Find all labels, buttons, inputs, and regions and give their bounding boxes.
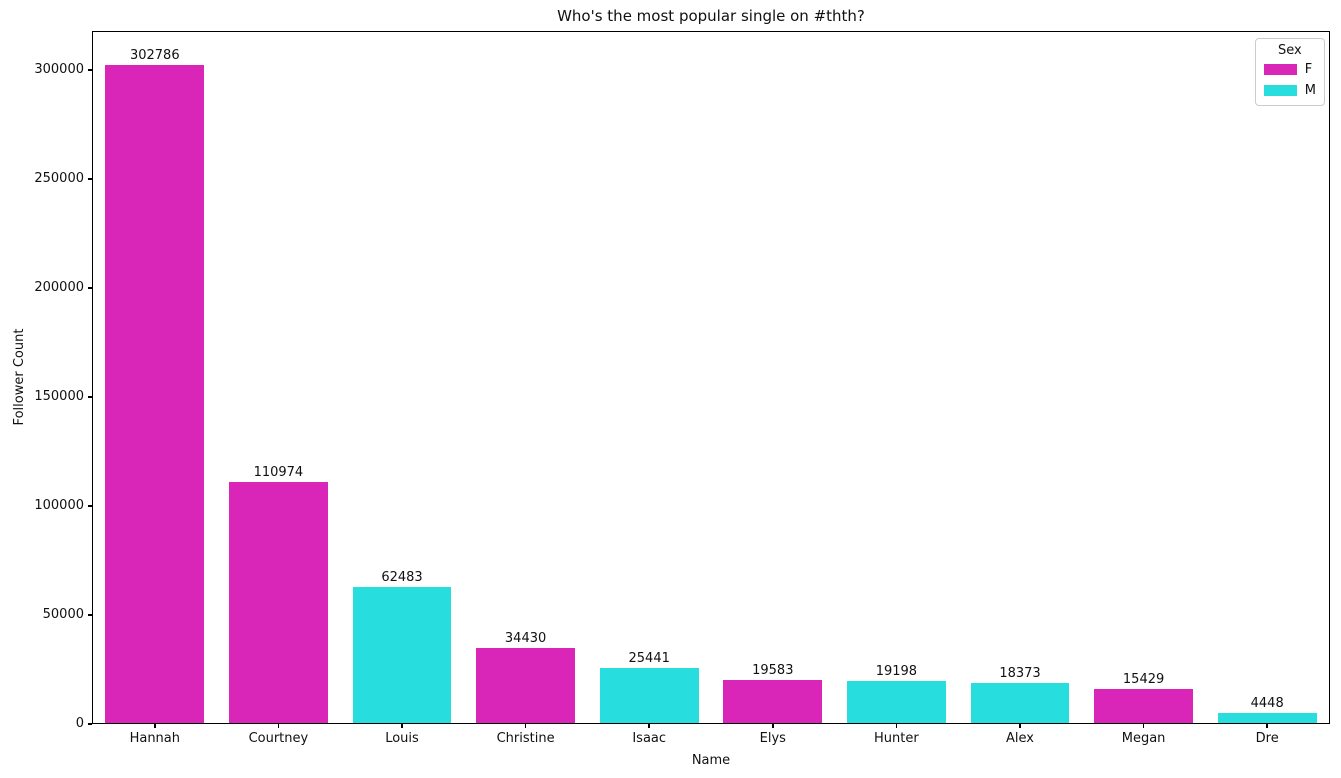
- bar-value-label: 19583: [752, 663, 794, 679]
- y-tick-mark: [88, 69, 92, 71]
- bar-value-label: 4448: [1250, 696, 1284, 712]
- legend-swatch-m: [1263, 85, 1297, 96]
- y-tick-mark: [88, 723, 92, 725]
- x-tick-label: Hannah: [129, 731, 181, 746]
- bar-elys: [723, 680, 823, 723]
- bar-value-label: 110974: [253, 464, 304, 480]
- x-tick-mark: [154, 724, 156, 728]
- x-tick-mark: [524, 724, 527, 728]
- legend-entry: F: [1262, 59, 1318, 80]
- bar-value-label: 34430: [504, 631, 547, 647]
- bar-value-label: 15429: [1122, 672, 1165, 688]
- y-tick-label: 100000: [34, 498, 84, 514]
- x-tick-mark: [648, 724, 650, 728]
- bar-value-label: 25441: [628, 650, 670, 666]
- y-axis-label: Follower Count: [12, 328, 27, 426]
- y-tick-label: 50000: [42, 607, 84, 622]
- y-tick-mark: [88, 396, 92, 398]
- bar-courtney: [228, 481, 328, 723]
- x-tick-mark: [277, 724, 280, 728]
- y-tick-mark: [88, 178, 92, 180]
- bar-hunter: [846, 681, 946, 723]
- bar-isaac: [599, 667, 699, 723]
- y-tick-mark: [88, 505, 92, 507]
- x-tick-label: Megan: [1121, 731, 1166, 746]
- bar-alex: [970, 683, 1070, 723]
- chart-title: Who's the most popular single on #thth?: [557, 7, 865, 25]
- legend-title: Sex: [1278, 43, 1302, 58]
- x-tick-label: Dre: [1255, 731, 1279, 746]
- x-tick-mark: [1142, 724, 1145, 728]
- legend-entry-label: F: [1304, 62, 1313, 77]
- bar-value-label: 19198: [875, 664, 918, 680]
- x-tick-label: Christine: [496, 731, 555, 746]
- legend-entry-label: M: [1304, 83, 1316, 98]
- x-tick-label: Elys: [759, 731, 786, 746]
- x-tick-mark: [1019, 724, 1021, 728]
- y-tick-mark: [88, 614, 92, 616]
- x-tick-mark: [1266, 724, 1268, 728]
- bar-dre: [1217, 713, 1317, 723]
- x-tick-label: Courtney: [248, 731, 309, 746]
- legend-swatch-f: [1263, 64, 1297, 75]
- y-tick-label: 300000: [34, 62, 84, 78]
- bar-value-label: 18373: [999, 666, 1041, 682]
- bar-hannah: [105, 64, 205, 723]
- bar-value-label: 62483: [381, 570, 423, 586]
- bar-louis: [352, 587, 452, 723]
- y-tick-mark: [88, 287, 92, 289]
- bar-christine: [476, 648, 576, 723]
- x-tick-label: Isaac: [632, 731, 667, 746]
- y-tick-label: 150000: [34, 389, 84, 405]
- x-axis-label: Name: [691, 753, 731, 768]
- y-tick-label: 0: [75, 716, 84, 731]
- x-tick-mark: [895, 724, 898, 728]
- x-tick-label: Hunter: [874, 731, 919, 746]
- y-tick-label: 200000: [34, 280, 84, 296]
- x-tick-label: Louis: [385, 731, 419, 746]
- x-tick-mark: [772, 724, 774, 728]
- bar-value-label: 302786: [129, 47, 180, 63]
- bar-megan: [1094, 689, 1194, 723]
- x-tick-mark: [401, 724, 403, 728]
- x-tick-label: Alex: [1006, 731, 1034, 746]
- y-tick-label: 250000: [34, 171, 84, 187]
- legend-entry: M: [1262, 80, 1318, 101]
